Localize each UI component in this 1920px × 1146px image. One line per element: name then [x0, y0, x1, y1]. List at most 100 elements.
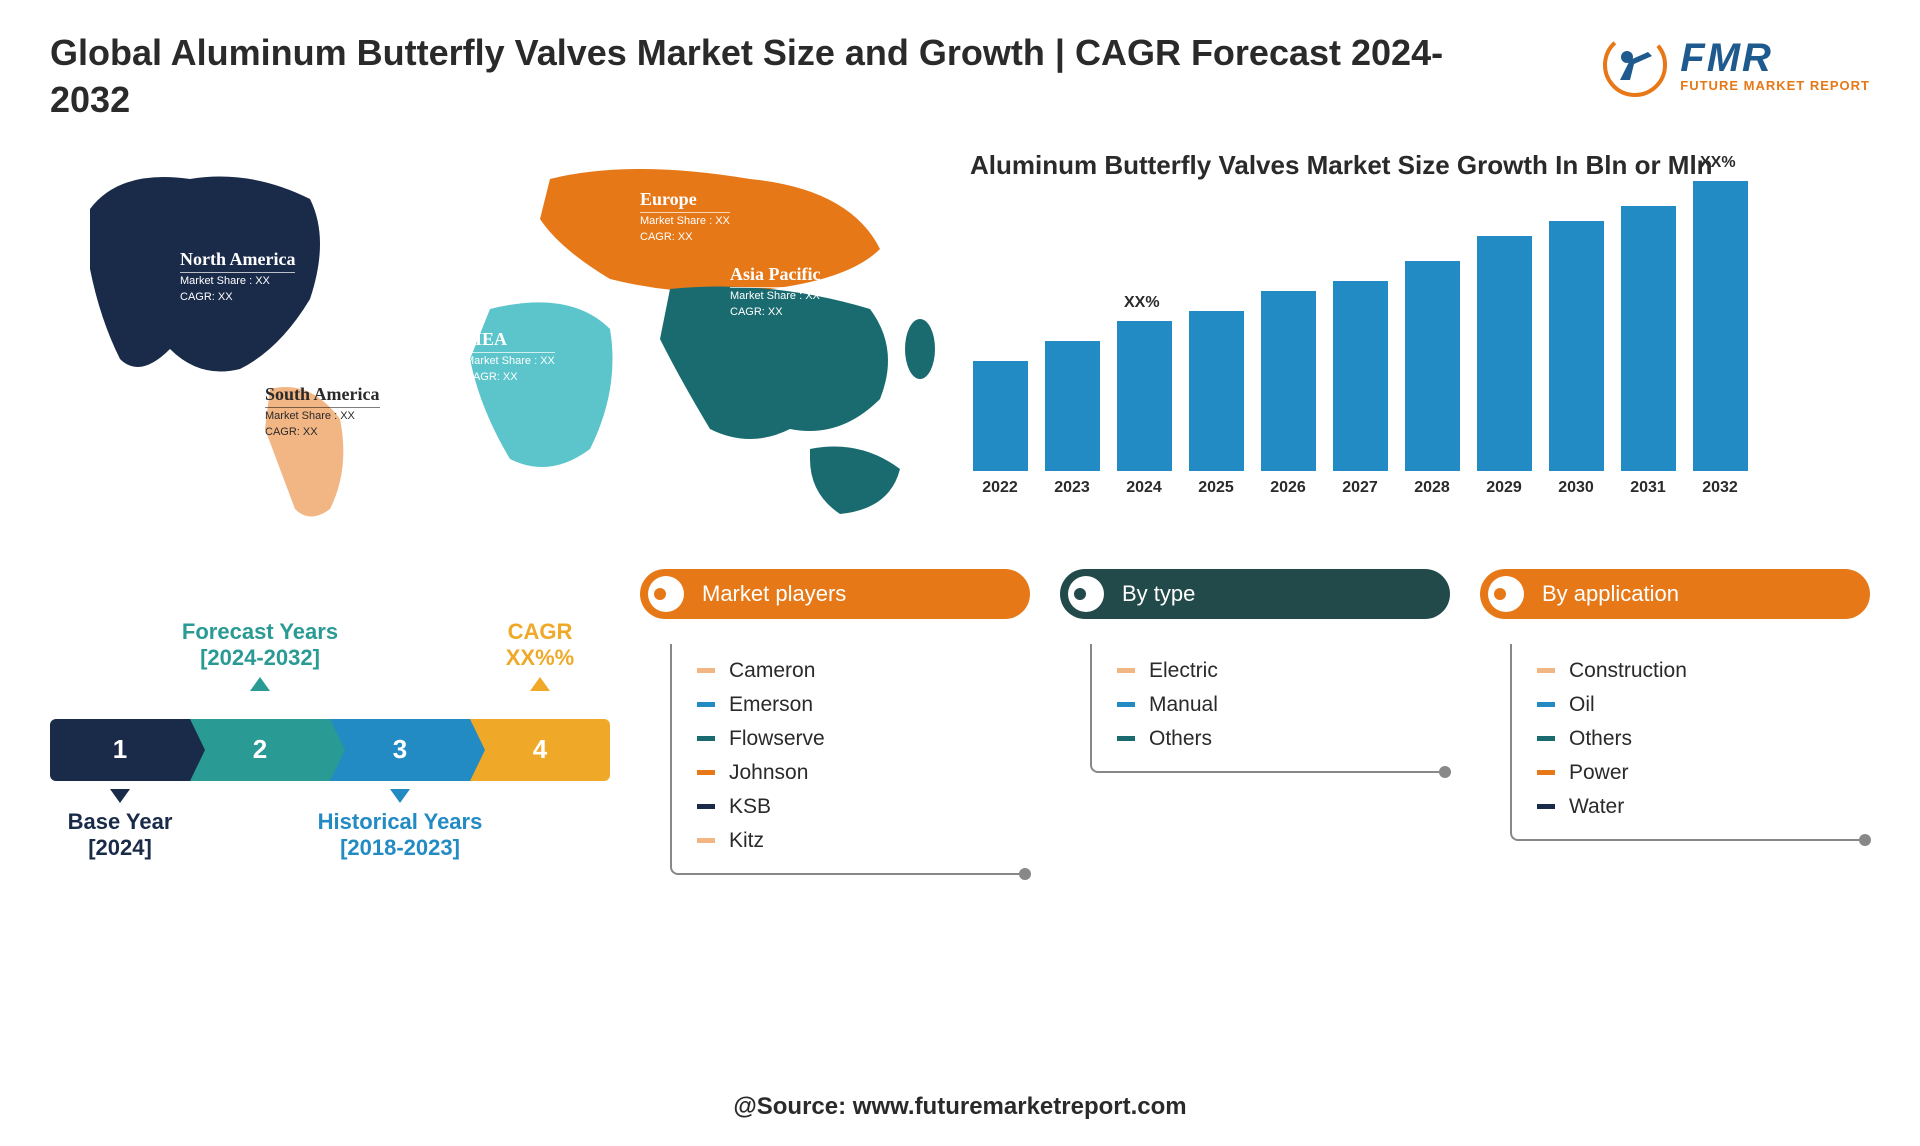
- category-list: Electric Manual Others: [1090, 644, 1450, 773]
- timeline-label-line2: XX%%: [440, 645, 640, 671]
- region-share: Market Share : XX: [465, 352, 555, 367]
- category-item: KSB: [697, 790, 1010, 824]
- bar: [1549, 221, 1604, 471]
- timeline-label: Forecast Years[2024-2032]: [160, 619, 360, 691]
- category-title: Market players: [702, 581, 846, 607]
- timeline-label-line2: [2024]: [20, 835, 220, 861]
- timeline-label: Historical Years[2018-2023]: [300, 789, 500, 861]
- category-item: Johnson: [697, 756, 1010, 790]
- bar: [1477, 236, 1532, 471]
- region-cagr: CAGR: XX: [730, 304, 820, 318]
- region-share: Market Share : XX: [730, 287, 820, 302]
- tick-icon: [1537, 702, 1555, 707]
- category-item: Flowserve: [697, 722, 1010, 756]
- upper-row: North America Market Share : XX CAGR: XX…: [50, 149, 1870, 529]
- logo-text: FMR: [1680, 38, 1870, 78]
- bar-column: 2022: [970, 361, 1030, 497]
- lower-row: 1234 Base Year[2024]Forecast Years[2024-…: [50, 569, 1870, 909]
- timeline-label-line1: Forecast Years: [160, 619, 360, 645]
- page-title: Global Aluminum Butterfly Valves Market …: [50, 30, 1450, 124]
- region-name: Asia Pacific: [730, 264, 820, 285]
- pill-dot-icon: [648, 576, 684, 612]
- bar: [973, 361, 1028, 471]
- region-cagr: CAGR: XX: [465, 369, 555, 383]
- region-cagr: CAGR: XX: [265, 424, 380, 438]
- bar-year-label: 2024: [1126, 479, 1162, 497]
- region-name: MEA: [465, 329, 555, 350]
- category-column: By type Electric Manual Others: [1060, 569, 1450, 909]
- category-item-label: Kitz: [729, 829, 764, 853]
- timeline-label-line1: Base Year: [20, 809, 220, 835]
- tick-icon: [697, 736, 715, 741]
- bar: [1189, 311, 1244, 471]
- category-pill: By type: [1060, 569, 1450, 619]
- category-section: Market players Cameron Emerson Flowserve Joh…: [640, 569, 1870, 909]
- tick-icon: [697, 770, 715, 775]
- tick-icon: [1537, 736, 1555, 741]
- bar-column: 2031: [1618, 206, 1678, 497]
- category-pill: Market players: [640, 569, 1030, 619]
- bar-column: 2030: [1546, 221, 1606, 497]
- category-item-label: Johnson: [729, 761, 808, 785]
- category-item-label: Manual: [1149, 693, 1218, 717]
- category-item: Others: [1537, 722, 1850, 756]
- tick-icon: [1537, 668, 1555, 673]
- region-cagr: CAGR: XX: [640, 229, 730, 243]
- category-item-label: Flowserve: [729, 727, 825, 751]
- tick-icon: [697, 668, 715, 673]
- category-item-label: Power: [1569, 761, 1629, 785]
- bar: [1117, 321, 1172, 471]
- category-item-label: Oil: [1569, 693, 1595, 717]
- region-share: Market Share : XX: [180, 272, 295, 287]
- header: Global Aluminum Butterfly Valves Market …: [50, 30, 1870, 124]
- category-item-label: Water: [1569, 795, 1624, 819]
- category-item: Emerson: [697, 688, 1010, 722]
- category-item-label: Construction: [1569, 659, 1687, 683]
- bar: [1693, 181, 1748, 471]
- category-item-label: Electric: [1149, 659, 1218, 683]
- logo: FMR FUTURE MARKET REPORT: [1600, 30, 1870, 100]
- bar-year-label: 2026: [1270, 479, 1306, 497]
- pill-dot-icon: [1488, 576, 1524, 612]
- region-share: Market Share : XX: [265, 407, 380, 422]
- timeline-segment: 1: [50, 719, 190, 781]
- bar-year-label: 2025: [1198, 479, 1234, 497]
- chart-bars: 2022 2023 2024 2025 2026 20272028202920302031…: [970, 197, 1870, 497]
- timeline-label-line2: [2024-2032]: [160, 645, 360, 671]
- category-item: Oil: [1537, 688, 1850, 722]
- category-item-label: Cameron: [729, 659, 815, 683]
- bar-year-label: 2023: [1054, 479, 1090, 497]
- timeline-label: Base Year[2024]: [20, 789, 220, 861]
- tick-icon: [697, 838, 715, 843]
- region-label: MEA Market Share : XX CAGR: XX: [465, 329, 555, 383]
- bar-chart: Aluminum Butterfly Valves Market Size Gr…: [970, 149, 1870, 529]
- bar-annotation: XX%: [1124, 294, 1160, 312]
- bar-year-label: 2022: [982, 479, 1018, 497]
- category-item-label: Others: [1569, 727, 1632, 751]
- timeline-bar: 1234: [50, 719, 610, 781]
- category-pill: By application: [1480, 569, 1870, 619]
- category-item: Cameron: [697, 654, 1010, 688]
- bar-column: 2023: [1042, 341, 1102, 497]
- region-name: North America: [180, 249, 295, 270]
- category-item: Manual: [1117, 688, 1430, 722]
- region-label: South America Market Share : XX CAGR: XX: [265, 384, 380, 438]
- tick-icon: [1117, 736, 1135, 741]
- bar-column: 2029: [1474, 236, 1534, 497]
- pill-dot-icon: [1068, 576, 1104, 612]
- bar: [1405, 261, 1460, 471]
- category-title: By application: [1542, 581, 1679, 607]
- timeline-segment: 3: [330, 719, 470, 781]
- region-label: Asia Pacific Market Share : XX CAGR: XX: [730, 264, 820, 318]
- bar: [1045, 341, 1100, 471]
- timeline-segment: 4: [470, 719, 610, 781]
- timeline-segment: 2: [190, 719, 330, 781]
- timeline-label: CAGRXX%%: [440, 619, 640, 691]
- bar-column: 2028: [1402, 261, 1462, 497]
- region-label: North America Market Share : XX CAGR: XX: [180, 249, 295, 303]
- timeline-label-line1: CAGR: [440, 619, 640, 645]
- category-item: Power: [1537, 756, 1850, 790]
- category-item: Electric: [1117, 654, 1430, 688]
- bar-column: 2027: [1330, 281, 1390, 497]
- category-item: Others: [1117, 722, 1430, 756]
